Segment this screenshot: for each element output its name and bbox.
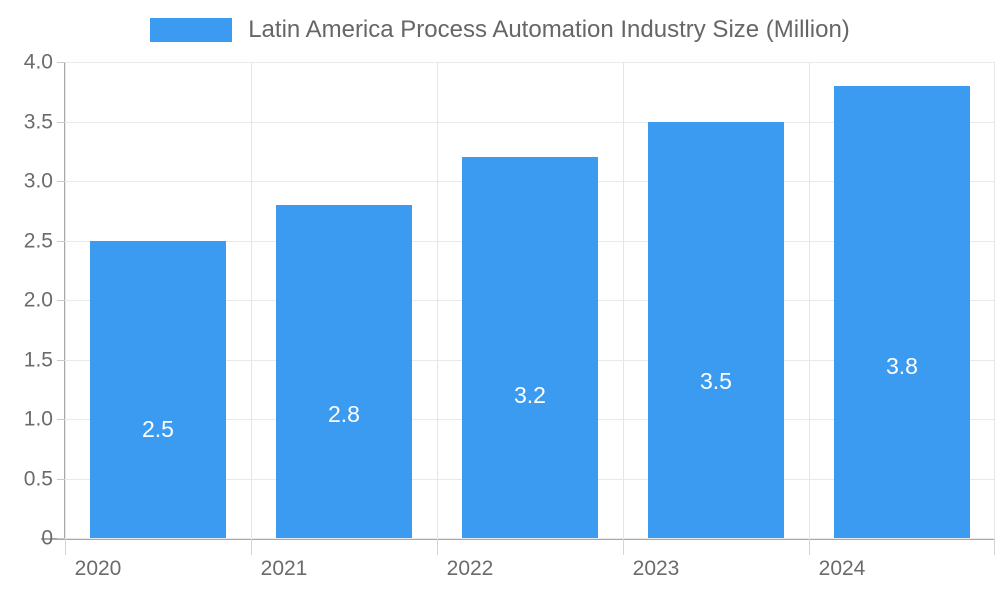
x-tick-mark: [65, 539, 66, 555]
bar[interactable]: 3.2: [462, 157, 598, 538]
y-tick-mark: [57, 300, 65, 301]
bar[interactable]: 3.5: [648, 121, 784, 538]
bar-value-label: 3.5: [700, 367, 732, 394]
legend-color-swatch[interactable]: [150, 18, 233, 42]
x-axis-tick-label: 2022: [446, 557, 494, 580]
plot-area: 0 0.5 1.0 1.5 2.0 2.5 3.0 3.5 4.0 2.5 2020 2.8 2021 3…: [24, 52, 995, 579]
legend-label: Latin America Process Automation Industr…: [248, 16, 850, 43]
bar[interactable]: 3.8: [834, 85, 970, 538]
x-tick-mark: [809, 539, 810, 555]
gridline-horizontal: [65, 538, 995, 539]
y-axis-tick-label: 4.0: [23, 50, 53, 74]
chart-legend: Latin America Process Automation Industr…: [0, 12, 1000, 48]
x-tick-mark: [251, 539, 252, 555]
x-tick-mark: [437, 539, 438, 555]
gridline-vertical: [65, 62, 66, 538]
y-tick-mark: [57, 478, 65, 480]
x-axis-tick-label: 2020: [74, 557, 122, 580]
y-axis-tick-label: 3.0: [23, 169, 53, 193]
bar-value-label: 2.8: [328, 400, 360, 427]
bar[interactable]: 2.5: [90, 240, 226, 538]
y-tick-mark: [57, 359, 65, 361]
y-axis-tick-label: 0: [41, 526, 53, 550]
x-tick-mark: [623, 539, 624, 555]
y-axis-tick-label: 0.5: [23, 467, 53, 490]
y-axis-tick-label: 2.5: [23, 229, 53, 252]
gridline-vertical: [623, 62, 624, 538]
bar[interactable]: 2.8: [276, 204, 412, 538]
y-tick-mark: [57, 62, 65, 63]
y-tick-mark: [57, 240, 65, 242]
x-axis-tick-label: 2023: [632, 557, 680, 580]
gridline-horizontal: [65, 62, 995, 63]
x-axis-line: [41, 538, 995, 540]
y-axis-tick-label: 3.5: [23, 110, 53, 133]
bar-value-label: 3.8: [886, 352, 918, 379]
y-tick-mark: [57, 419, 65, 420]
gridline-horizontal: [65, 121, 995, 123]
y-axis-tick-label: 1.0: [23, 407, 53, 431]
gridline-vertical: [437, 62, 438, 538]
x-tick-mark: [994, 539, 995, 555]
gridline-vertical: [809, 62, 810, 538]
y-tick-mark: [57, 538, 65, 539]
x-axis-tick-label: 2024: [818, 557, 866, 580]
bar-value-label: 3.2: [514, 382, 546, 409]
y-tick-mark: [57, 121, 65, 123]
gridline-vertical: [994, 62, 995, 538]
y-tick-mark: [57, 181, 65, 182]
x-axis-tick-label: 2021: [260, 557, 308, 580]
y-axis-tick-label: 2.0: [23, 288, 53, 312]
gridline-vertical: [251, 62, 252, 538]
y-axis-tick-label: 1.5: [23, 348, 53, 371]
bar-value-label: 2.5: [142, 415, 174, 442]
